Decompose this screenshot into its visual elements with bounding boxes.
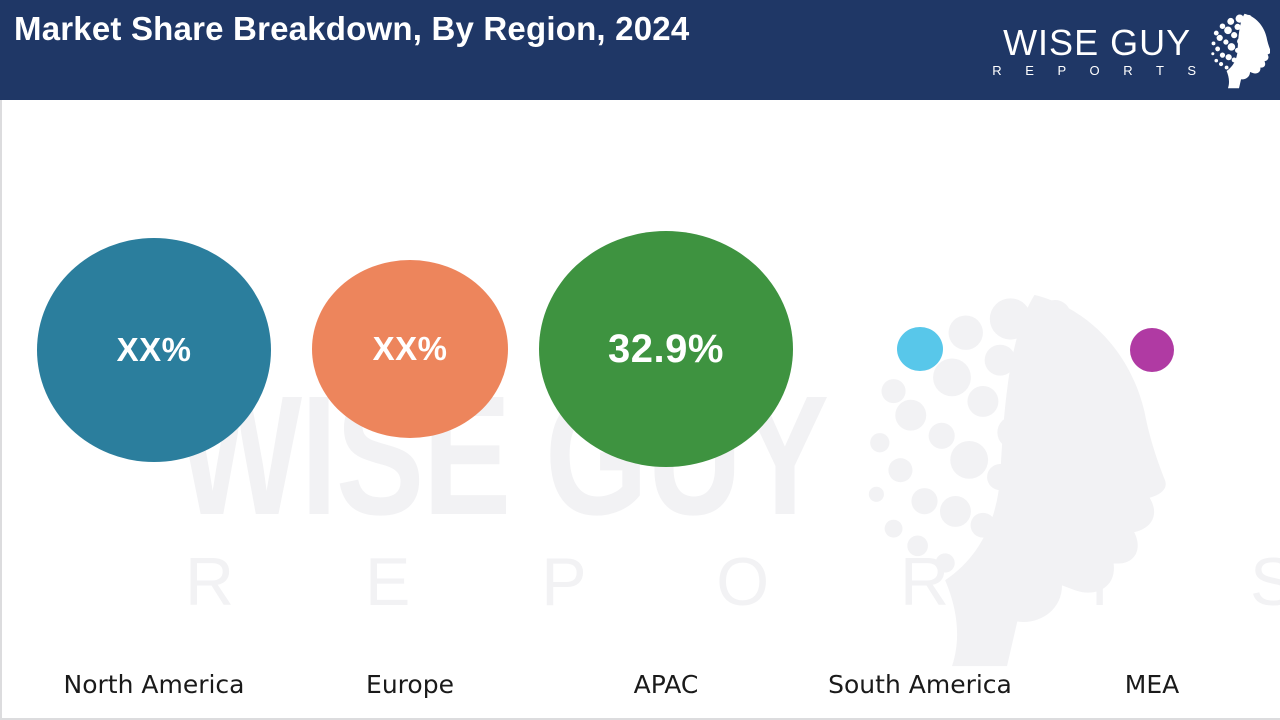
bubble-mea xyxy=(1130,328,1174,372)
head-profile-icon xyxy=(1208,6,1270,96)
bubble-value-label: XX% xyxy=(116,331,192,368)
logo-text: WISE GUY R E P O R T S xyxy=(988,21,1206,79)
header: Market Share Breakdown, By Region, 2024 … xyxy=(0,0,1280,100)
bubble-value-label: 32.9% xyxy=(608,326,724,371)
page-title: Market Share Breakdown, By Region, 2024 xyxy=(14,10,690,47)
bubble-south-america xyxy=(897,327,943,371)
watermark-subtitle: R E P O R T S xyxy=(185,544,1280,620)
region-label-apac: APAC xyxy=(633,670,699,699)
region-label-south-america: South America xyxy=(828,670,1012,699)
logo-subtitle: R E P O R T S xyxy=(992,63,1206,79)
bubble-value-label: XX% xyxy=(372,330,448,367)
region-label-mea: MEA xyxy=(1124,670,1180,699)
bubble-north-america: XX% xyxy=(37,238,271,462)
wise-guy-logo: WISE GUY R E P O R T S xyxy=(988,4,1270,98)
region-label-europe: Europe xyxy=(366,670,454,699)
chart-area: WISE GUY R E P O R T S XX% North America X… xyxy=(0,100,1280,720)
logo-wordmark: WISE GUY xyxy=(1003,21,1192,63)
bubble-apac: 32.9% xyxy=(539,231,793,467)
bubble-europe: XX% xyxy=(312,260,508,438)
region-label-north-america: North America xyxy=(63,670,245,699)
watermark-head-icon xyxy=(847,288,1167,673)
